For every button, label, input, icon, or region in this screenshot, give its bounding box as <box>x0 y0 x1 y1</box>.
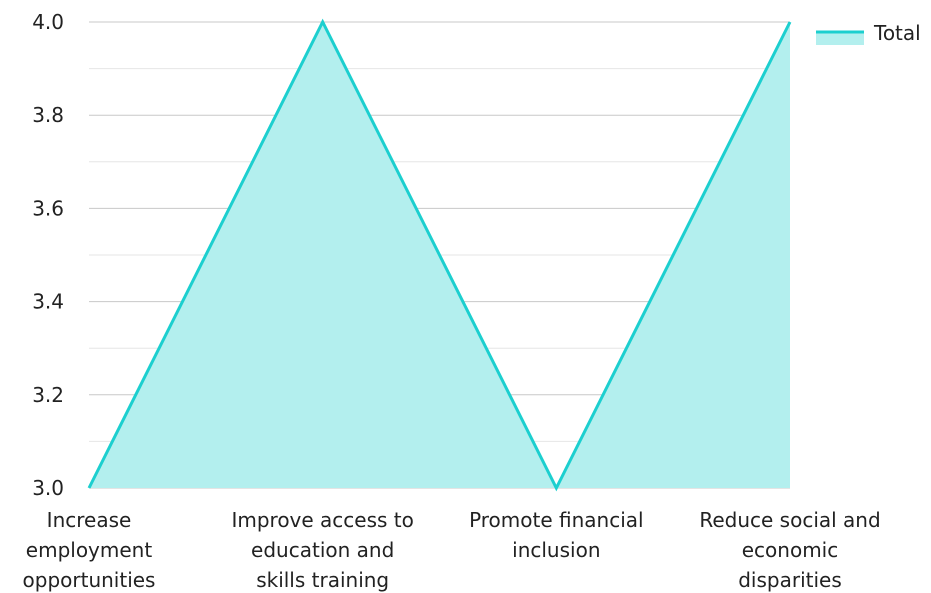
x-tick-label: Promote financial inclusion <box>469 508 644 562</box>
series-line-total <box>87 18 792 492</box>
y-tick-label: 3.2 <box>32 383 64 407</box>
legend: Total <box>816 21 921 45</box>
x-axis-tick-labels: Increase employment opportunities Improve a… <box>23 508 881 592</box>
series-line-layer <box>87 18 792 492</box>
y-tick-label: 4.0 <box>32 10 64 34</box>
y-tick-label: 3.4 <box>32 290 64 314</box>
y-tick-label: 3.6 <box>32 196 64 220</box>
x-tick-label: Reduce social and economic disparities <box>699 508 880 592</box>
y-axis-tick-labels: 3.0 3.2 3.4 3.6 3.8 4.0 <box>32 10 64 500</box>
legend-swatch-total <box>816 31 864 45</box>
y-tick-label: 3.0 <box>32 476 64 500</box>
x-tick-label: Increase employment opportunities <box>23 508 156 592</box>
legend-label-total: Total <box>873 21 921 45</box>
y-tick-label: 3.8 <box>32 103 64 127</box>
x-tick-label: Improve access to education and skills tra… <box>231 508 413 592</box>
